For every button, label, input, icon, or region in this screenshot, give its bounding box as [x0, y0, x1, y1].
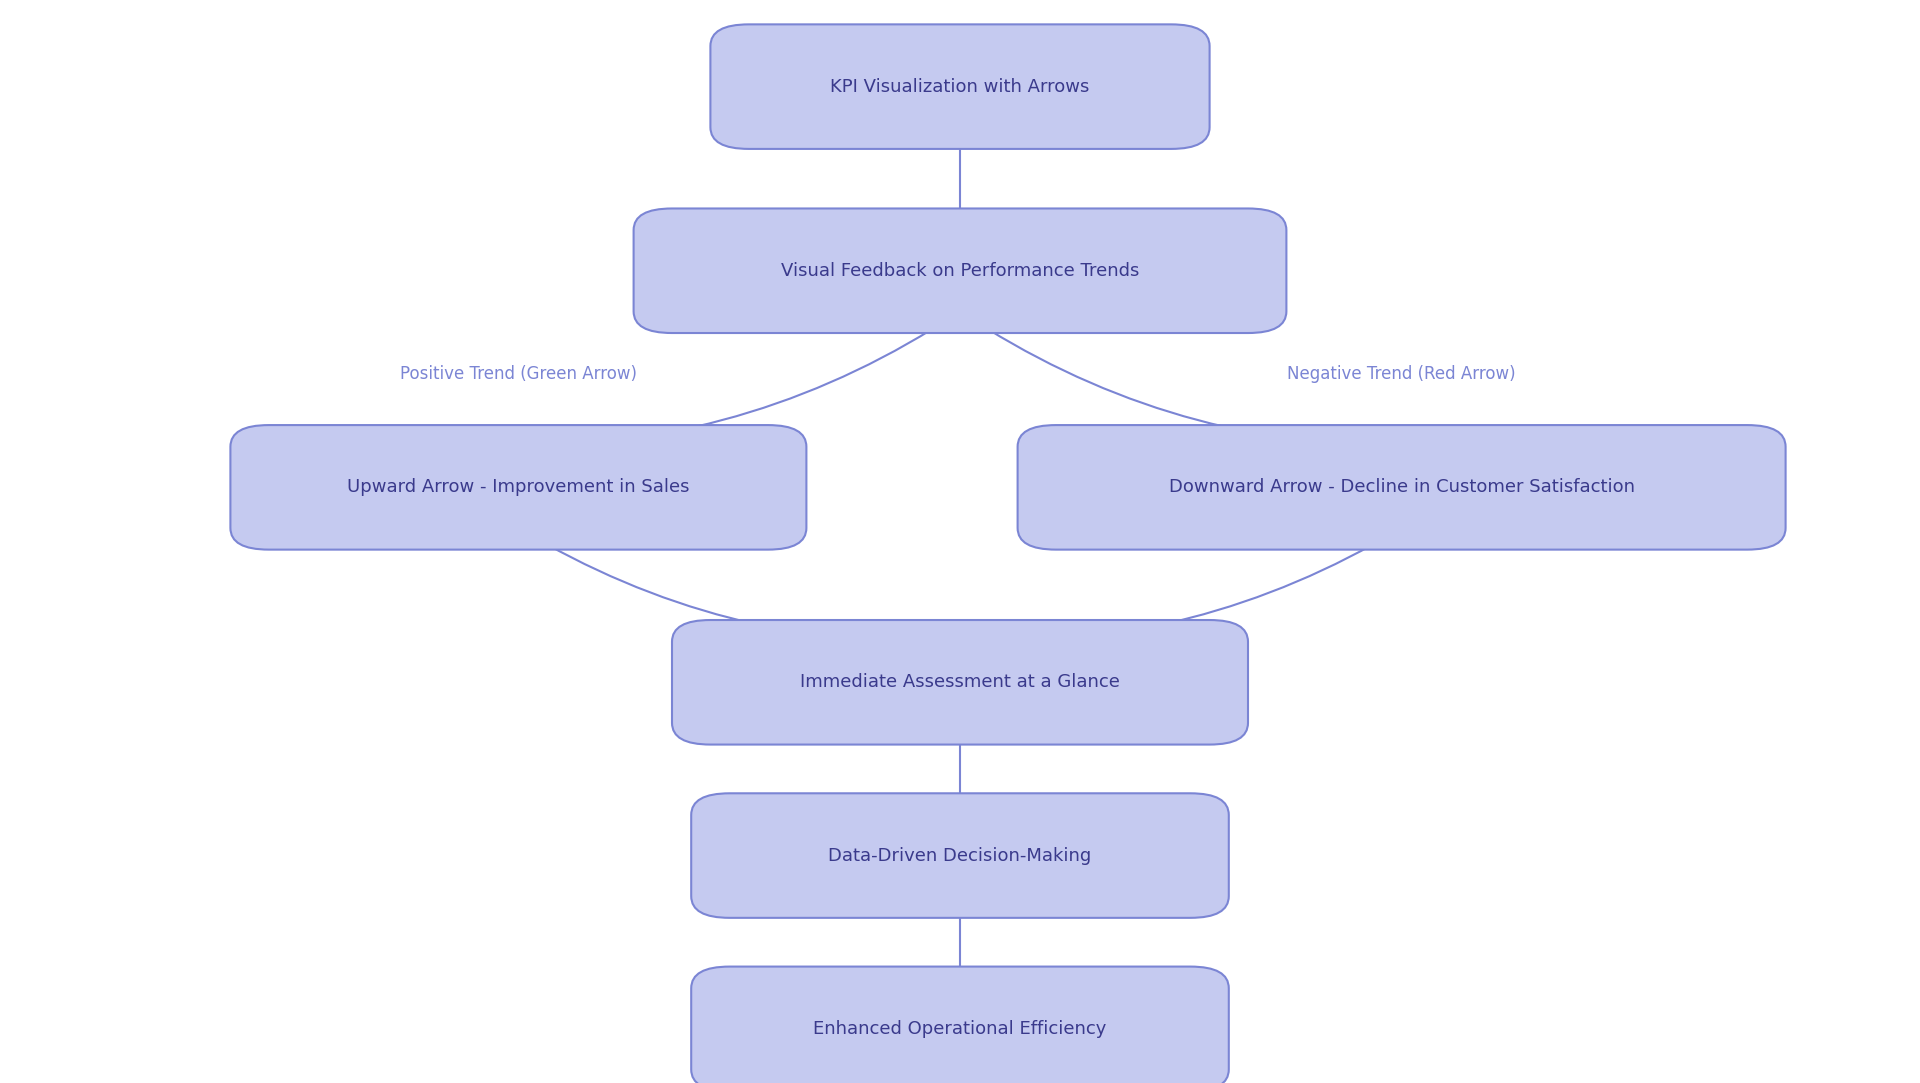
Text: KPI Visualization with Arrows: KPI Visualization with Arrows [829, 78, 1091, 95]
Text: Visual Feedback on Performance Trends: Visual Feedback on Performance Trends [781, 262, 1139, 279]
FancyBboxPatch shape [710, 25, 1210, 148]
Text: Immediate Assessment at a Glance: Immediate Assessment at a Glance [801, 674, 1119, 691]
Text: Data-Driven Decision-Making: Data-Driven Decision-Making [828, 847, 1092, 864]
FancyBboxPatch shape [634, 208, 1286, 334]
Text: Enhanced Operational Efficiency: Enhanced Operational Efficiency [814, 1020, 1106, 1038]
Text: Positive Trend (Green Arrow): Positive Trend (Green Arrow) [399, 365, 637, 382]
FancyBboxPatch shape [672, 619, 1248, 745]
FancyBboxPatch shape [1018, 425, 1786, 549]
Text: Upward Arrow - Improvement in Sales: Upward Arrow - Improvement in Sales [348, 479, 689, 496]
FancyBboxPatch shape [691, 794, 1229, 918]
Text: Downward Arrow - Decline in Customer Satisfaction: Downward Arrow - Decline in Customer Sat… [1169, 479, 1634, 496]
FancyBboxPatch shape [691, 966, 1229, 1083]
Text: Negative Trend (Red Arrow): Negative Trend (Red Arrow) [1286, 365, 1517, 382]
FancyBboxPatch shape [230, 425, 806, 549]
